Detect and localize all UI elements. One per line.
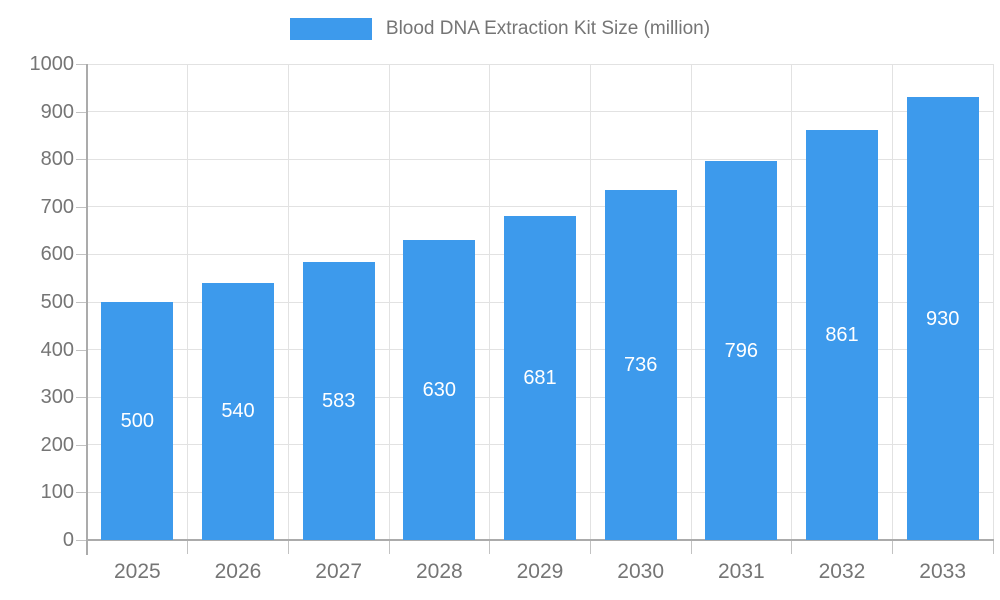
bar-2031[interactable]: 796 (705, 161, 778, 540)
y-axis-label-800: 800 (40, 148, 74, 171)
y-axis-tick (76, 397, 87, 399)
x-axis-label-2030: 2030 (617, 560, 665, 583)
y-axis-label-400: 400 (40, 338, 74, 361)
x-axis-label-2029: 2029 (516, 560, 564, 583)
y-axis-label-1000: 1000 (29, 53, 75, 75)
x-gridline (388, 64, 390, 540)
y-axis-label-700: 700 (40, 195, 74, 218)
y-axis-tick (76, 349, 87, 351)
bar-value-label-2025: 500 (120, 410, 155, 432)
x-axis-label-2026: 2026 (214, 560, 262, 583)
x-gridline (791, 64, 793, 540)
y-axis-tick (76, 540, 87, 541)
bar-value-label-2026: 540 (221, 400, 255, 423)
y-axis-label-300: 300 (40, 386, 74, 409)
y-axis-tick (76, 159, 87, 161)
y-axis-label-0: 0 (62, 529, 74, 551)
x-axis-label-2033: 2033 (919, 560, 967, 583)
y-axis-line (86, 64, 88, 555)
x-axis-tick (992, 540, 994, 554)
x-axis-label-2028: 2028 (415, 560, 463, 583)
x-axis-label-2027: 2027 (315, 560, 363, 583)
legend-label: Blood DNA Extraction Kit Size (million) (385, 18, 711, 39)
bar-value-label-2029: 681 (523, 366, 557, 389)
bar-value-label-2032: 861 (825, 324, 859, 347)
bar-value-label-2031: 796 (724, 339, 759, 362)
y-axis-tick (76, 444, 87, 446)
bar-2029[interactable]: 681 (504, 215, 576, 540)
y-axis-label-100: 100 (40, 481, 74, 504)
x-axis-tick (489, 540, 491, 554)
y-gridline (87, 158, 993, 160)
bar-2032[interactable]: 861 (806, 130, 878, 540)
x-gridline (992, 64, 994, 540)
y-axis-label-600: 600 (40, 243, 74, 266)
x-axis-tick (287, 540, 289, 554)
x-axis-line (86, 539, 994, 541)
x-axis-tick (791, 540, 793, 554)
x-gridline (489, 64, 491, 540)
x-gridline (891, 64, 893, 540)
x-axis-label-2031: 2031 (717, 560, 765, 583)
x-axis-label-2032: 2032 (818, 560, 866, 583)
y-gridline (87, 63, 993, 65)
bar-2033[interactable]: 930 (906, 97, 979, 540)
bar-2027[interactable]: 583 (302, 262, 375, 540)
bar-value-label-2030: 736 (623, 353, 658, 376)
bar-value-label-2033: 930 (925, 307, 960, 330)
x-axis-tick (187, 540, 189, 554)
legend-swatch (289, 18, 372, 40)
y-axis-tick (76, 206, 87, 208)
legend-item[interactable]: Blood DNA Extraction Kit Size (million) (0, 18, 1000, 40)
y-axis-label-900: 900 (40, 100, 74, 123)
y-gridline (87, 111, 993, 113)
y-gridline (87, 206, 993, 208)
y-axis-tick (76, 302, 87, 303)
bar-value-label-2028: 630 (422, 379, 457, 402)
bar-2026[interactable]: 540 (202, 282, 274, 540)
x-gridline (690, 64, 692, 540)
bar-2030[interactable]: 736 (604, 189, 677, 540)
x-axis-tick (589, 540, 591, 554)
bar-2025[interactable]: 500 (101, 302, 174, 540)
y-axis-tick (76, 64, 87, 65)
x-axis-tick (388, 540, 390, 554)
y-axis-tick (76, 111, 87, 113)
y-axis-label-500: 500 (40, 291, 74, 313)
x-gridline (187, 64, 189, 540)
x-axis-label-2025: 2025 (113, 560, 161, 583)
y-axis-tick (76, 254, 87, 256)
y-axis-tick (76, 492, 87, 494)
bar-2028[interactable]: 630 (403, 240, 476, 540)
bar-value-label-2027: 583 (321, 390, 356, 413)
x-gridline (287, 64, 289, 540)
x-axis-tick (891, 540, 893, 554)
y-axis-label-200: 200 (40, 433, 74, 456)
x-axis-tick (690, 540, 692, 554)
x-gridline (589, 64, 591, 540)
